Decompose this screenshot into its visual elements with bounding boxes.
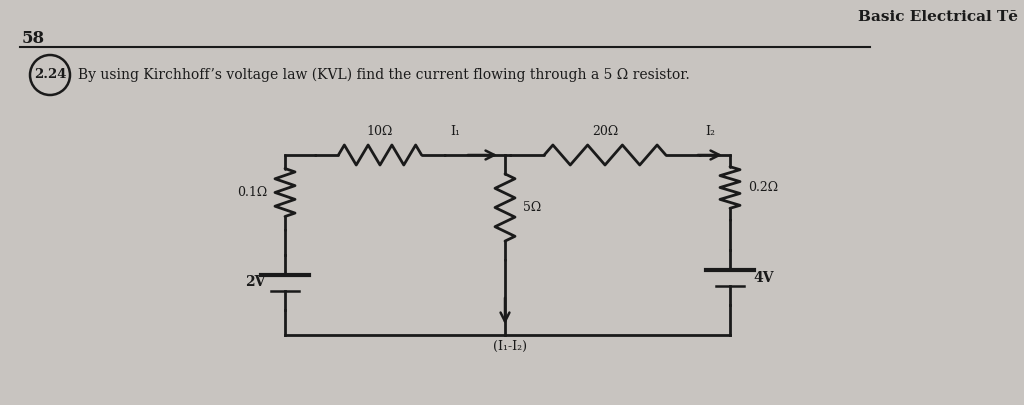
Text: (I₁-I₂): (I₁-I₂) (493, 340, 527, 353)
Text: 2V: 2V (245, 275, 265, 290)
Text: 4V: 4V (754, 271, 774, 284)
Text: 10Ω: 10Ω (367, 125, 393, 138)
Text: 0.1Ω: 0.1Ω (237, 186, 267, 199)
Text: By using Kirchhoff’s voltage law (KVL) find the current flowing through a 5 Ω re: By using Kirchhoff’s voltage law (KVL) f… (78, 68, 690, 82)
Text: 0.2Ω: 0.2Ω (748, 181, 778, 194)
Text: 2.24: 2.24 (34, 68, 67, 81)
Text: 20Ω: 20Ω (592, 125, 618, 138)
Text: Basic Electrical Tē: Basic Electrical Tē (858, 10, 1018, 24)
Text: 58: 58 (22, 30, 45, 47)
Text: 5Ω: 5Ω (523, 201, 542, 214)
Text: I₂: I₂ (705, 125, 715, 138)
Text: I₁: I₁ (450, 125, 460, 138)
